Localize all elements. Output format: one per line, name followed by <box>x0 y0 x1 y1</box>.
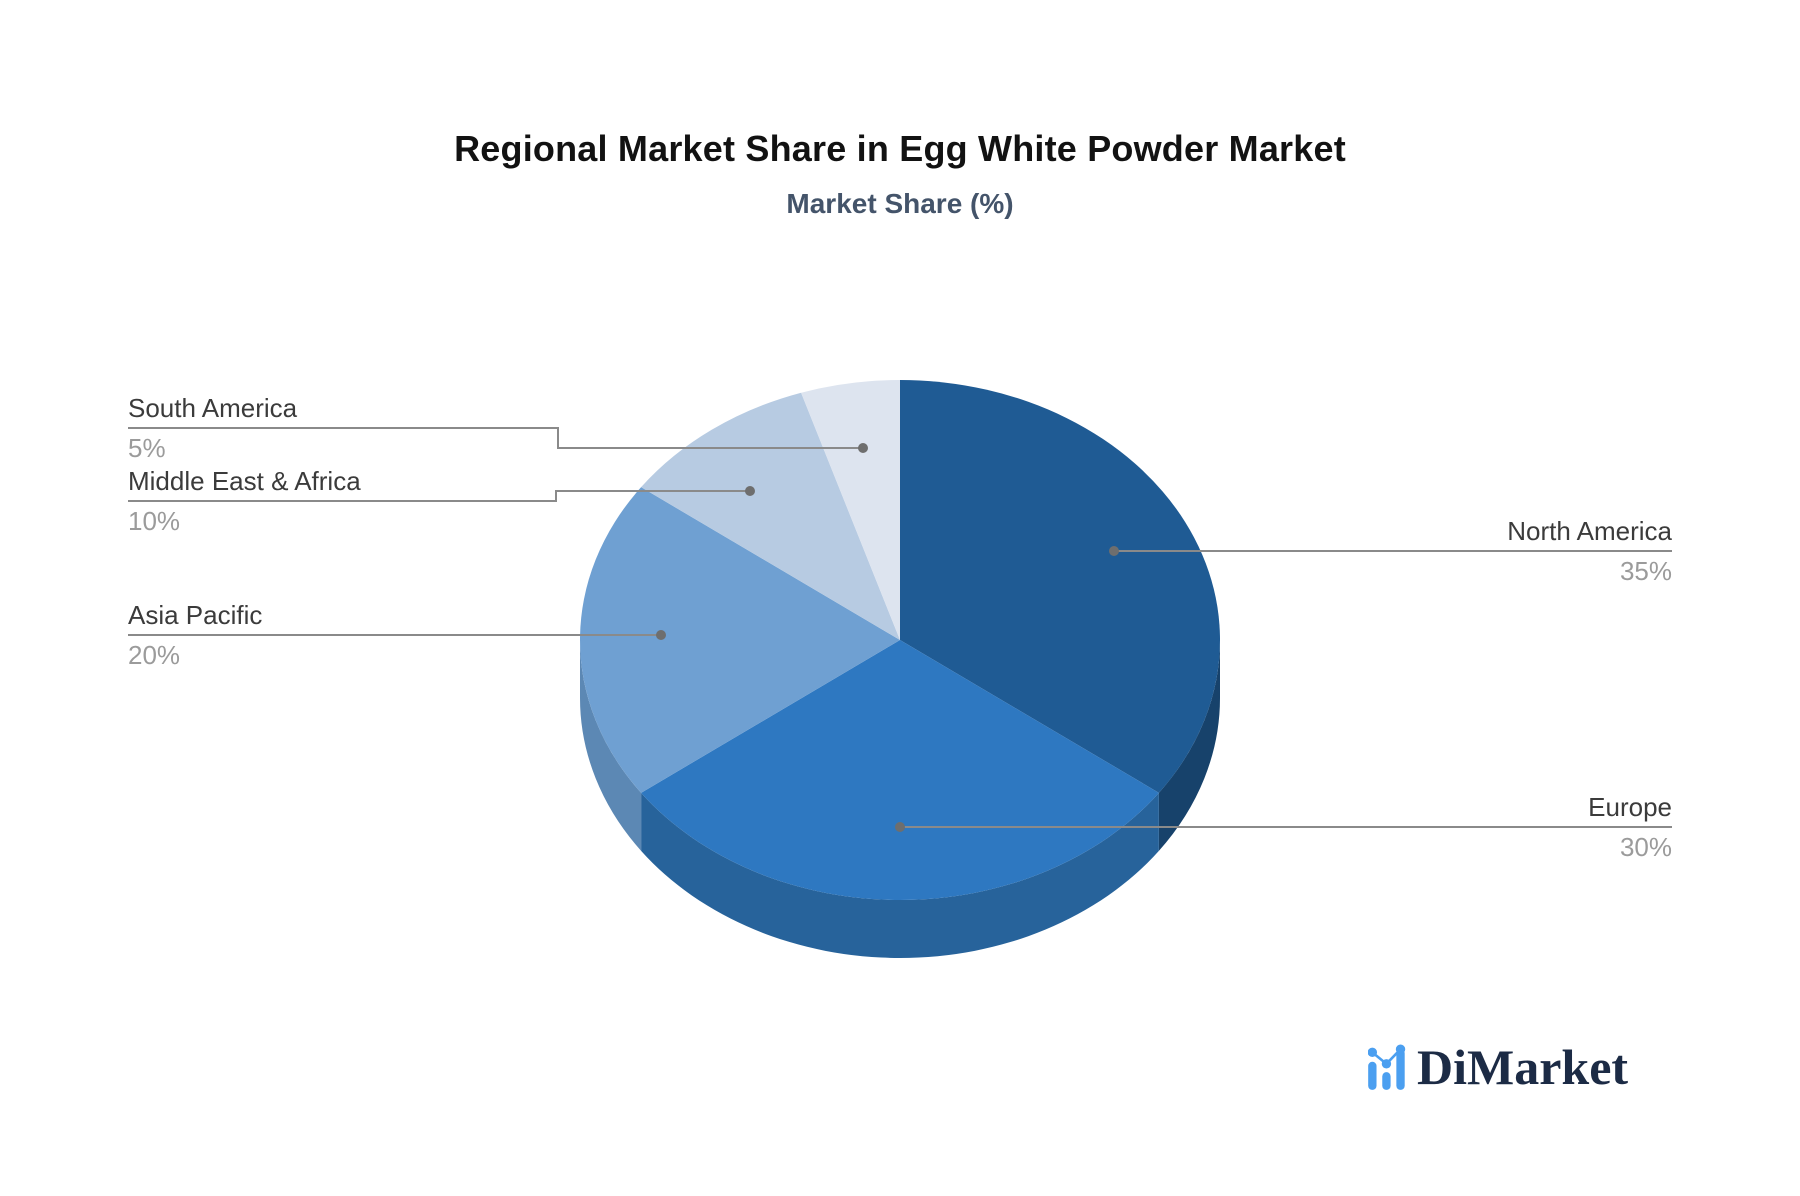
bar-line-chart-icon <box>1368 1044 1406 1090</box>
dimarket-logo: DiMarket <box>1365 1040 1665 1096</box>
label-name: Europe <box>1588 792 1672 822</box>
pie-slice-asia-pacific <box>580 487 900 793</box>
label-pct: 20% <box>128 640 181 670</box>
label-pct: 30% <box>1619 832 1672 862</box>
pie-side-north-america <box>1158 640 1220 851</box>
label-europe: Europe 30% <box>1588 792 1672 862</box>
label-pct: 10% <box>128 506 181 536</box>
pie-slice-north-america <box>900 380 1220 793</box>
label-pct: 35% <box>1619 556 1672 586</box>
label-south-america: South America 5% <box>128 393 297 463</box>
leader-dot-middle-east-africa <box>745 486 755 496</box>
logo-text: DiMarket <box>1417 1039 1629 1095</box>
chart-subtitle: Market Share (%) <box>786 188 1014 219</box>
leader-dot-south-america <box>858 443 868 453</box>
leader-dot-asia-pacific <box>656 630 666 640</box>
label-north-america: North America 35% <box>1507 516 1672 586</box>
leader-line-middle-east-africa <box>128 490 750 502</box>
label-name: Middle East & Africa <box>128 466 361 496</box>
chart-title: Regional Market Share in Egg White Powde… <box>454 128 1346 169</box>
label-middle-east-africa: Middle East & Africa 10% <box>128 466 361 536</box>
label-pct: 5% <box>128 433 166 463</box>
leader-dot-north-america <box>1109 546 1119 556</box>
pie-slice-europe <box>641 640 1159 900</box>
label-asia-pacific: Asia Pacific 20% <box>128 600 262 670</box>
pie-side-europe <box>641 792 1159 958</box>
label-name: South America <box>128 393 298 423</box>
label-name: North America <box>1507 516 1672 546</box>
pie-slice-middle-east-africa <box>641 392 900 640</box>
leader-line-south-america <box>128 427 863 449</box>
label-name: Asia Pacific <box>128 600 263 630</box>
leader-dot-europe <box>895 822 905 832</box>
pie-side-asia-pacific <box>580 640 642 851</box>
pie-slice-south-america <box>801 380 900 640</box>
